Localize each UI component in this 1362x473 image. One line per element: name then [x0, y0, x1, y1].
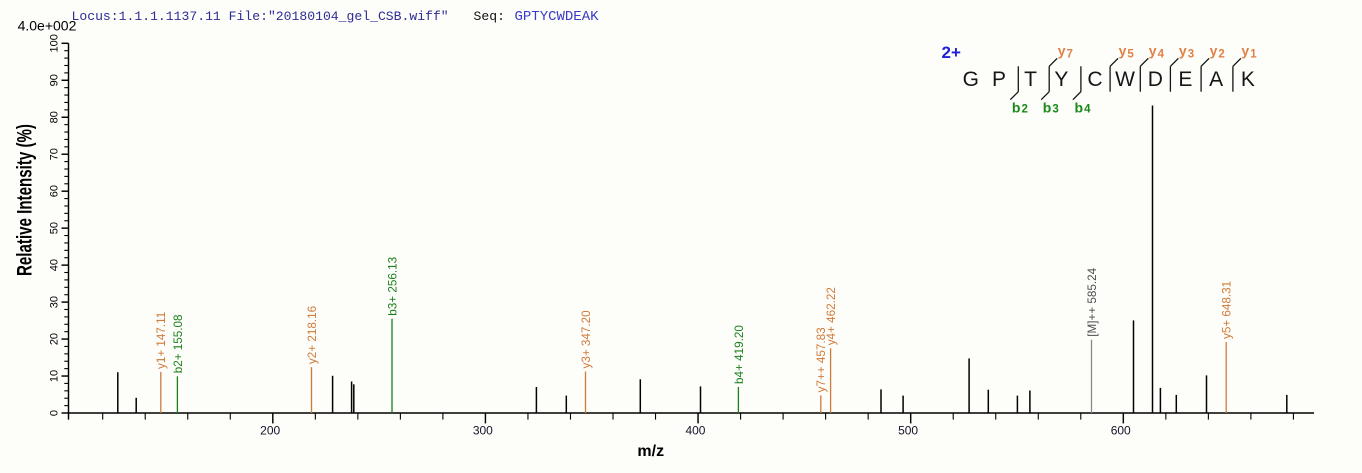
svg-text:P: P	[992, 68, 1006, 91]
svg-text:100: 100	[49, 34, 61, 52]
svg-text:y1+ 147.11: y1+ 147.11	[155, 312, 168, 369]
svg-text:T: T	[1024, 68, 1037, 91]
svg-text:200: 200	[260, 424, 280, 438]
svg-text:b4+ 419.20: b4+ 419.20	[733, 325, 746, 384]
svg-text:20: 20	[49, 333, 61, 345]
svg-text:y4+ 462.22: y4+ 462.22	[825, 287, 838, 345]
svg-text:Seq:: Seq:	[474, 9, 505, 24]
svg-text:b2+ 155.08: b2+ 155.08	[172, 314, 185, 373]
svg-text:W: W	[1115, 68, 1135, 91]
svg-text:y7++ 457.83: y7++ 457.83	[815, 327, 828, 392]
svg-text:600: 600	[1111, 424, 1131, 438]
svg-text:80: 80	[49, 111, 61, 123]
svg-text:y2+ 218.16: y2+ 218.16	[306, 306, 319, 364]
svg-text:y5+ 648.31: y5+ 648.31	[1221, 281, 1234, 339]
svg-text:300: 300	[473, 424, 493, 438]
svg-text:4.0e+002: 4.0e+002	[18, 18, 77, 34]
svg-text:60: 60	[49, 185, 61, 197]
svg-text:b3+ 256.13: b3+ 256.13	[386, 257, 399, 316]
svg-text:0: 0	[49, 410, 61, 416]
svg-text:K: K	[1241, 68, 1255, 91]
svg-text:40: 40	[49, 259, 61, 271]
svg-text:C: C	[1087, 68, 1102, 91]
svg-text:400: 400	[685, 424, 705, 438]
svg-text:GPTYCWDEAK: GPTYCWDEAK	[515, 9, 600, 25]
svg-text:G: G	[963, 68, 979, 91]
svg-text:Relative Intensity (%): Relative Intensity (%)	[12, 124, 36, 276]
svg-text:10: 10	[49, 370, 61, 382]
svg-text:70: 70	[49, 148, 61, 160]
svg-text:50: 50	[49, 222, 61, 234]
svg-text:30: 30	[49, 296, 61, 308]
svg-text:D: D	[1148, 68, 1163, 91]
svg-text:b3: b3	[1043, 100, 1059, 116]
svg-text:E: E	[1178, 68, 1192, 91]
svg-text:Y: Y	[1054, 68, 1068, 91]
svg-text:b4: b4	[1075, 100, 1092, 116]
svg-text:500: 500	[898, 424, 918, 438]
svg-text:90: 90	[49, 74, 61, 86]
svg-text:b2: b2	[1012, 100, 1028, 116]
svg-text:A: A	[1209, 68, 1223, 91]
svg-text:m/z: m/z	[637, 443, 664, 460]
svg-text:y3+ 347.20: y3+ 347.20	[580, 310, 593, 369]
svg-text:Locus:1.1.1.1137.11 File:"2018: Locus:1.1.1.1137.11 File:"20180104_gel_C…	[72, 9, 449, 24]
svg-text:[M]++ 585.24: [M]++ 585.24	[1086, 267, 1099, 336]
svg-text:2+: 2+	[942, 43, 961, 62]
